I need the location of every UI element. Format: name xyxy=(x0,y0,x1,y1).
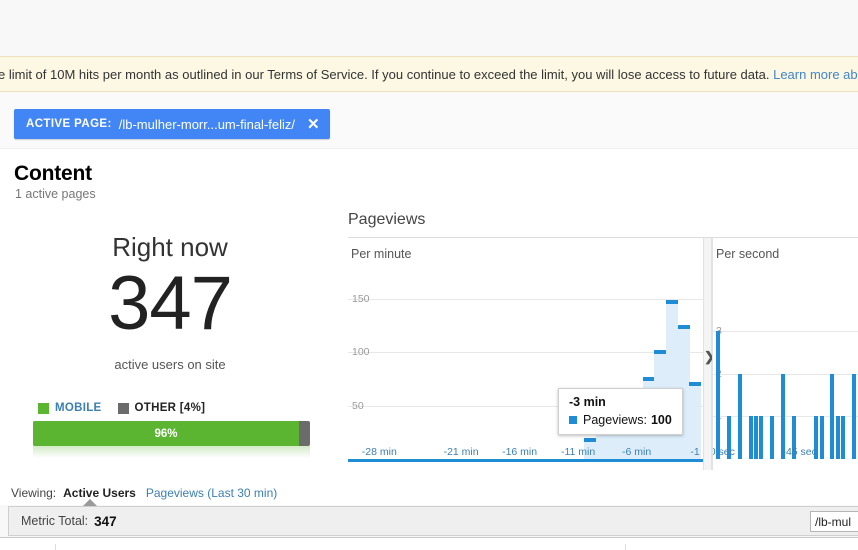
gridline xyxy=(348,352,703,354)
per-second-bar xyxy=(819,416,824,459)
gridline xyxy=(348,405,703,407)
per-minute-bar-cap xyxy=(584,437,597,442)
per-second-bar xyxy=(726,416,731,459)
device-share-percent: 96% xyxy=(154,427,178,440)
per-second-bar xyxy=(814,416,818,459)
tooltip-series-label: Pageviews: xyxy=(583,413,647,427)
y-axis-tick: 150 xyxy=(352,292,370,305)
device-share-bar-fill: 96% xyxy=(33,421,299,446)
gridline xyxy=(348,298,703,300)
bottom-table-strip xyxy=(0,537,858,550)
per-minute-chart[interactable]: Per minute 50 100 150 -28 min -21 min -16 min… xyxy=(348,238,703,470)
per-second-bar xyxy=(841,416,846,459)
per-minute-label: Per minute xyxy=(351,247,412,261)
pageviews-charts: Per minute 50 100 150 -28 min -21 min -16 min… xyxy=(348,238,858,470)
close-icon[interactable]: ✕ xyxy=(307,115,320,133)
active-user-count: 347 xyxy=(108,261,233,346)
pageviews-divider xyxy=(348,237,858,238)
pageviews-heading: Pageviews xyxy=(348,211,426,228)
per-second-bar xyxy=(781,373,786,459)
active-user-caption: active users on site xyxy=(114,357,226,372)
other-swatch-icon xyxy=(117,402,129,414)
per-second-bar xyxy=(770,416,775,459)
x-axis-tick: -1 xyxy=(690,446,700,458)
gridline xyxy=(713,373,858,375)
page-subtitle: 1 active pages xyxy=(15,187,96,201)
quota-warning-banner: e limit of 10M hits per month as outline… xyxy=(0,56,858,92)
per-second-bar xyxy=(792,416,797,459)
per-second-bar xyxy=(852,373,857,459)
per-second-plot[interactable]: 123-60 sec-45 sec xyxy=(713,238,858,470)
per-second-chart[interactable]: Per second 123-60 sec-45 sec xyxy=(712,238,858,470)
y-axis-tick: 50 xyxy=(352,399,364,412)
per-minute-bar xyxy=(665,301,679,459)
gridline xyxy=(713,416,858,418)
chart-separator xyxy=(703,238,712,470)
tooltip-series-row: Pageviews: 100 xyxy=(569,413,672,427)
page-filter-input[interactable] xyxy=(810,511,858,532)
per-second-bar xyxy=(835,416,840,459)
metric-total-bar: Metric Total: 347 xyxy=(8,506,858,536)
device-share-bar-reflection xyxy=(33,446,310,458)
learn-more-link[interactable]: Learn more ab xyxy=(773,66,858,82)
per-minute-bar xyxy=(689,384,702,459)
right-now-panel: Right now 347 active users on site MOBIL… xyxy=(0,224,340,474)
active-page-chip-value: /lb-mulher-morr...um-final-feliz/ xyxy=(118,116,295,132)
per-minute-bar-cap xyxy=(642,376,655,381)
right-now-title: Right now xyxy=(112,232,228,262)
per-second-bar xyxy=(737,373,742,459)
per-second-label: Per second xyxy=(716,247,780,261)
per-second-bar xyxy=(754,416,758,459)
x-axis-tick: -6 min xyxy=(622,446,652,458)
viewing-toggle-bar: Viewing: Active Users Pageviews (Last 30… xyxy=(0,480,858,505)
table-tick xyxy=(625,544,626,550)
x-axis-tick: -60 sec xyxy=(713,446,735,458)
per-minute-bar xyxy=(584,439,597,459)
viewing-label: Viewing: xyxy=(11,485,57,500)
gridline xyxy=(713,330,858,332)
top-spacer xyxy=(0,0,858,56)
tooltip-swatch-icon xyxy=(569,416,577,424)
x-axis-tick: -45 sec xyxy=(782,446,817,458)
chevron-right-icon[interactable]: ❯ xyxy=(704,349,715,364)
viewing-tab-pageviews[interactable]: Pageviews (Last 30 min) xyxy=(145,485,278,500)
x-axis-tick: -21 min xyxy=(443,446,479,458)
x-axis-tick: -28 min xyxy=(361,446,397,458)
quota-warning-message: e limit of 10M hits per month as outline… xyxy=(0,66,774,82)
table-tick xyxy=(55,544,56,550)
per-minute-bar-cap xyxy=(665,299,679,304)
per-minute-bar-cap xyxy=(654,350,667,355)
metric-total-value: 347 xyxy=(94,513,117,529)
active-page-chip[interactable]: ACTIVE PAGE: /lb-mulher-morr...um-final-… xyxy=(14,109,330,139)
per-minute-bar-cap xyxy=(677,324,690,329)
per-minute-bar-cap xyxy=(689,382,702,387)
x-axis-tick: -11 min xyxy=(560,446,596,458)
per-minute-plot[interactable]: 50 100 150 -28 min -21 min -16 min -11 min -6 m… xyxy=(348,238,703,470)
chart-tooltip: -3 min Pageviews: 100 xyxy=(558,388,683,435)
tooltip-title: -3 min xyxy=(569,395,606,409)
per-second-bar xyxy=(748,416,753,459)
legend-item-mobile[interactable]: MOBILE xyxy=(55,402,102,414)
active-page-chip-label: ACTIVE PAGE: xyxy=(26,118,112,130)
legend-item-other[interactable]: OTHER [4%] xyxy=(134,402,206,414)
metric-total-label: Metric Total: xyxy=(21,514,89,528)
active-page-filter-row: ACTIVE PAGE: /lb-mulher-morr...um-final-… xyxy=(0,93,858,151)
page-title: Content xyxy=(14,162,92,185)
mobile-swatch-icon xyxy=(38,402,49,414)
x-axis-tick: -16 min xyxy=(502,446,538,458)
per-second-bar xyxy=(830,373,835,459)
x-axis-baseline xyxy=(348,459,703,462)
per-second-bar xyxy=(759,416,764,459)
device-share-bar: 96% xyxy=(33,421,310,446)
tooltip-value: 100 xyxy=(650,413,672,427)
pageviews-block: Pageviews Per minute 50 100 150 -28 min -21 … xyxy=(348,211,858,471)
viewing-selected-caret-icon xyxy=(83,499,97,506)
main-content-area: Content 1 active pages Right now 347 act… xyxy=(0,149,858,480)
per-second-bar xyxy=(715,330,720,459)
device-legend: MOBILE OTHER [4%] xyxy=(38,402,205,414)
viewing-tab-active-users[interactable]: Active Users xyxy=(63,485,136,500)
quota-warning-text: e limit of 10M hits per month as outline… xyxy=(0,67,858,82)
y-axis-tick: 100 xyxy=(352,346,370,359)
